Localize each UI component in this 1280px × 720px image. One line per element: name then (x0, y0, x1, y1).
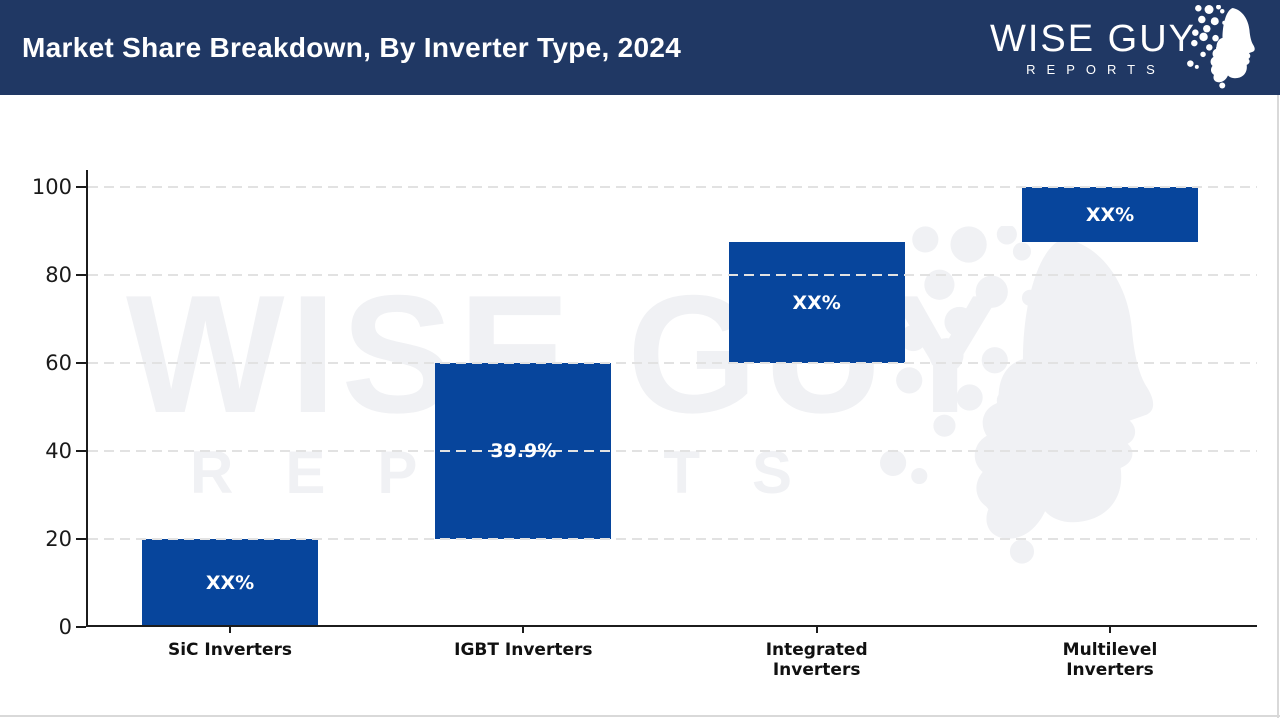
brand-logo-wordmark: WISE GUY (989, 18, 1196, 60)
brand-logo-subtitle: REPORTS (1026, 62, 1166, 77)
y-tick-mark (76, 274, 86, 276)
watermark-face-icon (880, 226, 1154, 564)
y-tick-label: 80 (45, 263, 72, 287)
x-tick-mark (522, 627, 525, 633)
x-tick-mark (1108, 627, 1111, 633)
y-tick-label: 40 (45, 439, 72, 463)
data-bar (142, 539, 318, 627)
brand-face-icon (1187, 5, 1255, 89)
y-tick-mark (76, 362, 86, 364)
data-bar (1021, 187, 1198, 243)
bar-value-label: 39.9% (490, 440, 557, 463)
brand-logo: WISE GUY REPORTS (990, 4, 1266, 92)
y-axis-line (86, 170, 88, 627)
y-tick-label: 20 (45, 527, 72, 551)
data-bar (728, 242, 905, 364)
page-title: Market Share Breakdown, By Inverter Type… (22, 31, 682, 63)
y-gridline (88, 362, 1257, 364)
x-axis-line (86, 625, 1257, 627)
y-tick-mark (76, 450, 86, 452)
x-category-label: Multilevel Inverters (1062, 640, 1158, 680)
y-gridline (88, 186, 1257, 188)
x-category-label: IGBT Inverters (454, 640, 593, 660)
y-tick-label: 0 (58, 615, 72, 639)
header-bar: Market Share Breakdown, By Inverter Type… (0, 0, 1280, 95)
y-tick-mark (76, 538, 86, 540)
bar-value-label: XX% (205, 572, 255, 594)
y-gridline (88, 538, 1257, 540)
brand-logo-text: WISE GUY REPORTS (990, 19, 1196, 77)
bottom-hairline (0, 715, 1280, 717)
x-category-label: SiC Inverters (167, 640, 293, 660)
bar-value-label: XX% (1085, 203, 1135, 226)
y-tick-label: 60 (45, 351, 72, 375)
right-hairline (1277, 95, 1279, 718)
bar-value-label: XX% (792, 291, 841, 314)
y-tick-mark (76, 186, 86, 188)
x-tick-mark (229, 627, 231, 633)
y-tick-mark (76, 626, 86, 628)
x-category-label: Integrated Inverters (765, 640, 868, 680)
x-tick-mark (815, 627, 818, 633)
y-gridline (88, 274, 1257, 276)
y-gridline (88, 450, 1257, 452)
y-tick-label: 100 (31, 175, 72, 199)
